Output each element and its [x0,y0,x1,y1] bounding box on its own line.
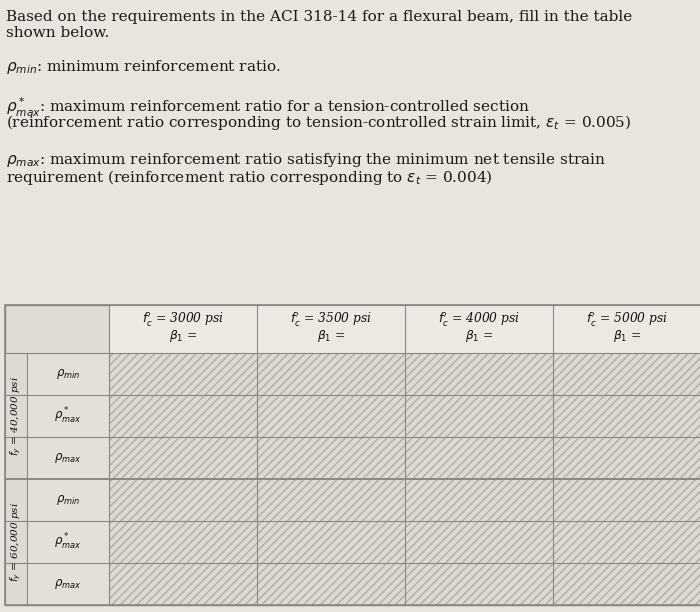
Bar [257,479,405,521]
Bar [109,521,257,563]
Bar [257,395,405,437]
Text: $\rho_{max}$: $\rho_{max}$ [55,577,82,591]
Text: $\rho_{max}$: $\rho_{max}$ [55,451,82,465]
Bar [553,353,700,395]
Bar [553,521,700,563]
Bar [5,305,700,605]
Text: $f_c^{\prime}$ = 3000 psi: $f_c^{\prime}$ = 3000 psi [142,310,224,329]
Bar [553,563,700,605]
Bar [405,353,553,395]
Text: $f_y$ = 60,000 psi: $f_y$ = 60,000 psi [9,502,23,582]
Bar [257,479,405,521]
Text: $\rho^*_{max}$: maximum reinforcement ratio for a tension-controlled section: $\rho^*_{max}$: maximum reinforcement ra… [6,96,530,119]
Text: shown below.: shown below. [6,26,109,40]
Bar [257,563,405,605]
Bar [109,563,257,605]
Bar [109,305,700,353]
Text: $\rho_{max}$: maximum reinforcement ratio satisfying the minimum net tensile str: $\rho_{max}$: maximum reinforcement rati… [6,151,606,169]
Bar [257,395,405,437]
Bar [257,353,405,395]
Bar [553,395,700,437]
Text: (reinforcement ratio corresponding to tension-controlled strain limit, $\varepsi: (reinforcement ratio corresponding to te… [6,113,631,132]
Text: $\beta_1$ =: $\beta_1$ = [612,328,641,344]
Bar [109,479,257,521]
Bar [553,479,700,521]
Bar [257,353,405,395]
Bar [109,353,257,395]
Bar [405,479,553,521]
Bar [405,395,553,437]
Bar [109,563,257,605]
Text: $\rho_{min}$: $\rho_{min}$ [56,493,80,507]
Bar [553,437,700,479]
Bar [5,353,27,605]
Text: $\beta_1$ =: $\beta_1$ = [169,328,197,344]
Bar [553,395,700,437]
Text: $f_c^{\prime}$ = 5000 psi: $f_c^{\prime}$ = 5000 psi [586,310,668,329]
Bar [109,479,257,521]
Text: $f_c^{\prime}$ = 4000 psi: $f_c^{\prime}$ = 4000 psi [438,310,520,329]
Bar [109,437,257,479]
Bar [405,437,553,479]
Text: $\rho_{min}$: minimum reinforcement ratio.: $\rho_{min}$: minimum reinforcement rati… [6,58,281,76]
Bar [405,521,553,563]
Bar [553,353,700,395]
Text: $\rho^*_{max}$: $\rho^*_{max}$ [55,532,82,552]
Bar [553,437,700,479]
Text: $\beta_1$ =: $\beta_1$ = [465,328,493,344]
Bar [109,395,257,437]
Bar [553,479,700,521]
Bar [553,563,700,605]
Bar [405,437,553,479]
Text: $\rho^*_{max}$: $\rho^*_{max}$ [55,406,82,426]
Bar [257,521,405,563]
Bar [405,563,553,605]
Bar [405,563,553,605]
Bar [257,521,405,563]
Text: $\rho_{min}$: $\rho_{min}$ [56,367,80,381]
Text: Based on the requirements in the ACI 318-14 for a flexural beam, fill in the tab: Based on the requirements in the ACI 318… [6,10,632,24]
Bar [109,437,257,479]
Bar [405,479,553,521]
Bar [405,353,553,395]
Bar [405,521,553,563]
Bar [27,353,109,605]
Bar [5,305,700,605]
Text: requirement (reinforcement ratio corresponding to $\varepsilon_t$ = 0.004): requirement (reinforcement ratio corresp… [6,168,493,187]
Bar [109,395,257,437]
Bar [257,437,405,479]
Text: $\beta_1$ =: $\beta_1$ = [316,328,345,344]
Bar [257,437,405,479]
Text: $f_c^{\prime}$ = 3500 psi: $f_c^{\prime}$ = 3500 psi [290,310,372,329]
Bar [553,521,700,563]
Text: $f_y$ = 40,000 psi: $f_y$ = 40,000 psi [9,376,23,456]
Bar [257,563,405,605]
Bar [405,395,553,437]
Bar [109,521,257,563]
Bar [109,353,257,395]
